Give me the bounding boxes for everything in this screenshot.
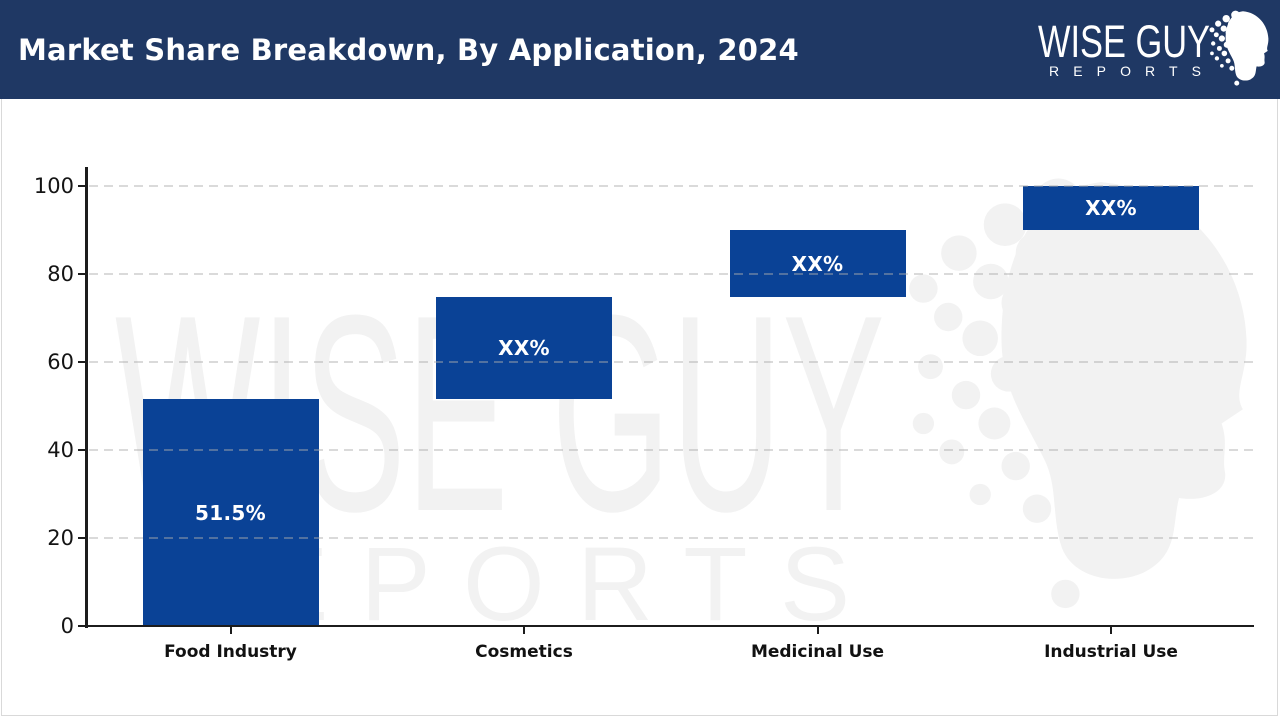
gridline	[89, 537, 1254, 539]
y-tick-mark	[78, 449, 85, 451]
x-tick-mark	[816, 627, 819, 634]
header-bar: Market Share Breakdown, By Application, …	[0, 0, 1280, 99]
bar-medicinal-use	[729, 230, 906, 298]
gridline	[89, 449, 1254, 451]
x-tick-mark	[229, 627, 232, 634]
y-tick-mark	[78, 273, 85, 275]
bar-label-food-industry: 51.5%	[195, 500, 266, 525]
x-tick-mark	[523, 627, 525, 634]
y-tick-label: 100	[33, 174, 74, 198]
bar-label-industrial-use: XX%	[1085, 196, 1137, 220]
x-tick-label-medicinal-use: Medicinal Use	[750, 642, 885, 662]
bar-food-industry	[142, 399, 319, 626]
x-tick-label-industrial-use: Industrial Use	[1044, 642, 1178, 662]
y-tick-label: 40	[47, 438, 74, 462]
wise-guy-logo: WISE GUY REPORTS	[1024, 4, 1274, 94]
y-axis-line	[85, 167, 88, 628]
wise-guy-logo-graphic: WISE GUY REPORTS	[1038, 10, 1269, 86]
gridline	[89, 361, 1254, 363]
y-tick-label: 0	[60, 614, 74, 638]
y-tick-mark	[78, 625, 85, 627]
y-tick-label: 20	[47, 526, 74, 550]
x-tick-mark	[1110, 627, 1112, 634]
bar-cosmetics	[436, 297, 612, 400]
x-axis-line	[85, 624, 1254, 627]
y-tick-label: 80	[47, 262, 74, 286]
logo-line1: WISE GUY	[1038, 16, 1210, 67]
bar-label-medicinal-use: XX%	[791, 251, 844, 276]
y-tick-mark	[78, 185, 85, 187]
y-tick-mark	[78, 537, 85, 539]
x-tick-label-cosmetics: Cosmetics	[475, 642, 573, 662]
gridline	[89, 185, 1254, 187]
y-tick-mark	[78, 361, 85, 363]
page-title: Market Share Breakdown, By Application, …	[18, 32, 799, 67]
bar-label-cosmetics: XX%	[498, 336, 550, 361]
head-dots-icon	[1209, 10, 1269, 86]
gridline	[89, 273, 1254, 275]
x-tick-label-food-industry: Food Industry	[164, 642, 297, 662]
y-tick-label: 60	[47, 350, 74, 374]
